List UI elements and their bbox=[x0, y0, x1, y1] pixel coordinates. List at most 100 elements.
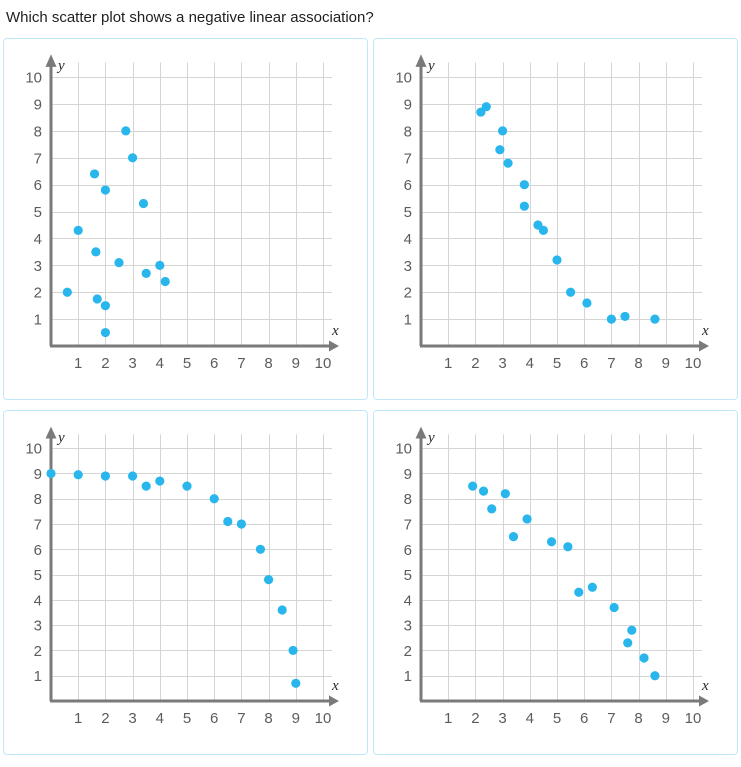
data-point bbox=[141, 268, 151, 279]
x-tick-label: 7 bbox=[607, 710, 615, 727]
x-tick-label: 4 bbox=[156, 710, 164, 727]
y-tick-label: 7 bbox=[404, 517, 412, 534]
x-axis-tick-labels: 1 2 3 4 5 6 7 8 9 10 bbox=[444, 355, 701, 372]
y-tick-label: 8 bbox=[404, 123, 412, 140]
data-point bbox=[498, 126, 508, 136]
x-tick-label: 10 bbox=[315, 710, 332, 727]
x-tick-label: 10 bbox=[685, 710, 702, 727]
y-tick-label: 6 bbox=[404, 542, 412, 559]
x-axis-tick-labels: 1 2 3 4 5 6 7 8 9 10 bbox=[444, 710, 701, 727]
x-axis-label: x bbox=[331, 678, 339, 694]
y-tick-label: 6 bbox=[404, 177, 412, 194]
x-tick-label: 4 bbox=[526, 355, 534, 372]
page-title: Which scatter plot shows a negative line… bbox=[6, 9, 374, 26]
data-point bbox=[587, 582, 597, 592]
x-tick-label: 3 bbox=[498, 710, 506, 727]
x-tick-label: 6 bbox=[580, 355, 588, 372]
x-tick-label: 9 bbox=[662, 710, 670, 727]
y-tick-label: 2 bbox=[34, 285, 42, 302]
scatter-plot-a: 1 2 3 4 5 6 7 8 9 10 1 2 3 4 5 6 7 8 9 10 y x bbox=[4, 39, 367, 399]
axis-lines bbox=[45, 426, 339, 707]
data-point bbox=[100, 471, 110, 481]
data-point bbox=[519, 180, 529, 190]
data-point bbox=[609, 602, 619, 613]
x-axis-tick-labels: 1 2 3 4 5 6 7 8 9 10 bbox=[74, 355, 331, 372]
data-point bbox=[503, 158, 513, 168]
answer-choice-d[interactable]: 1 2 3 4 5 6 7 8 9 10 1 2 3 4 5 6 7 8 9 10 y x bbox=[373, 410, 738, 755]
y-tick-label: 6 bbox=[34, 542, 42, 559]
x-tick-label: 1 bbox=[444, 710, 452, 727]
x-tick-label: 10 bbox=[685, 355, 702, 372]
data-point bbox=[141, 481, 151, 491]
x-tick-label: 5 bbox=[183, 710, 191, 727]
answer-choice-b[interactable]: 1 2 3 4 5 6 7 8 9 10 1 2 3 4 5 6 7 8 9 10 y x bbox=[373, 38, 738, 400]
x-tick-label: 8 bbox=[634, 710, 642, 727]
data-point bbox=[508, 532, 519, 542]
y-tick-label: 8 bbox=[34, 491, 42, 508]
scatter-plot-c: 1 2 3 4 5 6 7 8 9 10 1 2 3 4 5 6 7 8 9 10 y x bbox=[4, 411, 367, 754]
y-tick-label: 8 bbox=[404, 491, 412, 508]
data-point bbox=[552, 255, 562, 265]
data-point bbox=[128, 471, 138, 481]
scatter-plot-b: 1 2 3 4 5 6 7 8 9 10 1 2 3 4 5 6 7 8 9 10 y x bbox=[374, 39, 737, 399]
data-point bbox=[487, 504, 497, 514]
y-tick-label: 2 bbox=[404, 643, 412, 660]
data-point bbox=[114, 258, 124, 268]
data-point bbox=[538, 225, 548, 235]
data-point bbox=[89, 169, 100, 179]
x-tick-label: 9 bbox=[662, 355, 670, 372]
y-tick-label: 1 bbox=[404, 668, 412, 685]
data-point bbox=[606, 314, 616, 324]
x-tick-label: 8 bbox=[264, 710, 272, 727]
x-axis-tick-labels: 1 2 3 4 5 6 7 8 9 10 bbox=[74, 710, 331, 727]
x-tick-label: 3 bbox=[128, 710, 136, 727]
y-tick-label: 10 bbox=[25, 70, 42, 87]
y-tick-label: 10 bbox=[395, 70, 412, 87]
scatter-plot-svg: 1 2 3 4 5 6 7 8 9 10 1 2 3 4 5 6 7 8 9 10 y x bbox=[25, 54, 339, 372]
data-point bbox=[100, 327, 110, 338]
data-point bbox=[128, 153, 138, 163]
data-point bbox=[91, 247, 101, 257]
data-point bbox=[236, 519, 246, 529]
scatter-plot-d: 1 2 3 4 5 6 7 8 9 10 1 2 3 4 5 6 7 8 9 10 y x bbox=[374, 411, 737, 754]
data-point bbox=[100, 301, 110, 311]
answer-choice-c[interactable]: 1 2 3 4 5 6 7 8 9 10 1 2 3 4 5 6 7 8 9 10 y x bbox=[3, 410, 368, 755]
y-tick-label: 2 bbox=[34, 643, 42, 660]
data-point bbox=[121, 126, 131, 136]
data-point-group bbox=[468, 481, 660, 681]
grid-lines bbox=[51, 62, 332, 346]
data-point bbox=[264, 575, 274, 585]
x-tick-label: 3 bbox=[498, 355, 506, 372]
y-tick-label: 7 bbox=[404, 150, 412, 167]
data-point-group bbox=[476, 102, 660, 324]
y-axis-label: y bbox=[56, 430, 65, 446]
y-axis-tick-labels: 1 2 3 4 5 6 7 8 9 10 bbox=[395, 70, 412, 329]
data-point bbox=[73, 225, 83, 235]
y-tick-label: 6 bbox=[34, 177, 42, 194]
data-point bbox=[73, 470, 83, 480]
data-point bbox=[138, 198, 149, 209]
y-tick-label: 10 bbox=[395, 441, 412, 458]
x-tick-label: 6 bbox=[210, 355, 218, 372]
y-tick-label: 5 bbox=[34, 567, 42, 584]
grid-lines bbox=[51, 434, 332, 701]
data-point bbox=[563, 542, 573, 552]
y-tick-label: 1 bbox=[34, 312, 42, 329]
y-tick-label: 3 bbox=[404, 258, 412, 275]
grid-lines bbox=[421, 434, 702, 701]
answer-choice-a[interactable]: 1 2 3 4 5 6 7 8 9 10 1 2 3 4 5 6 7 8 9 10 y x bbox=[3, 38, 368, 400]
data-point bbox=[623, 638, 633, 648]
data-point bbox=[100, 185, 110, 195]
x-tick-label: 9 bbox=[292, 710, 300, 727]
y-tick-label: 2 bbox=[404, 285, 412, 302]
x-tick-label: 3 bbox=[128, 355, 136, 372]
data-point bbox=[495, 145, 505, 155]
data-point bbox=[478, 486, 489, 496]
data-point bbox=[639, 653, 649, 663]
y-axis-label: y bbox=[426, 58, 435, 74]
data-point bbox=[92, 294, 102, 304]
y-tick-label: 8 bbox=[34, 123, 42, 140]
y-axis-tick-labels: 1 2 3 4 5 6 7 8 9 10 bbox=[25, 70, 42, 329]
y-tick-label: 5 bbox=[34, 204, 42, 221]
y-tick-label: 4 bbox=[34, 592, 42, 609]
